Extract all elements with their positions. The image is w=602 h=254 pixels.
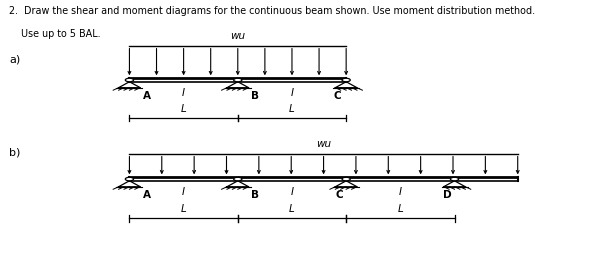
Text: 2.  Draw the shear and moment diagrams for the continuous beam shown. Use moment: 2. Draw the shear and moment diagrams fo… (9, 6, 535, 16)
Text: L: L (181, 204, 187, 214)
Text: L: L (289, 104, 295, 114)
Text: Use up to 5 BAL.: Use up to 5 BAL. (9, 29, 101, 39)
Text: a): a) (9, 55, 20, 65)
Text: I: I (291, 88, 293, 98)
Text: C: C (334, 91, 341, 101)
Text: I: I (182, 187, 185, 197)
Text: I: I (291, 187, 293, 197)
Circle shape (342, 177, 350, 181)
Text: I: I (399, 187, 402, 197)
Text: b): b) (9, 147, 20, 157)
Circle shape (125, 78, 134, 82)
Text: L: L (181, 104, 187, 114)
Text: I: I (182, 88, 185, 98)
Text: A: A (143, 190, 150, 200)
Text: C: C (335, 190, 343, 200)
Circle shape (234, 78, 242, 82)
Text: wu: wu (315, 139, 331, 149)
Circle shape (234, 177, 242, 181)
Circle shape (342, 78, 350, 82)
Text: B: B (251, 190, 259, 200)
Circle shape (125, 177, 134, 181)
Circle shape (450, 177, 459, 181)
Text: L: L (289, 204, 295, 214)
Text: A: A (143, 91, 150, 101)
Text: D: D (443, 190, 452, 200)
Text: L: L (397, 204, 403, 214)
Text: wu: wu (230, 31, 246, 41)
Text: B: B (251, 91, 259, 101)
